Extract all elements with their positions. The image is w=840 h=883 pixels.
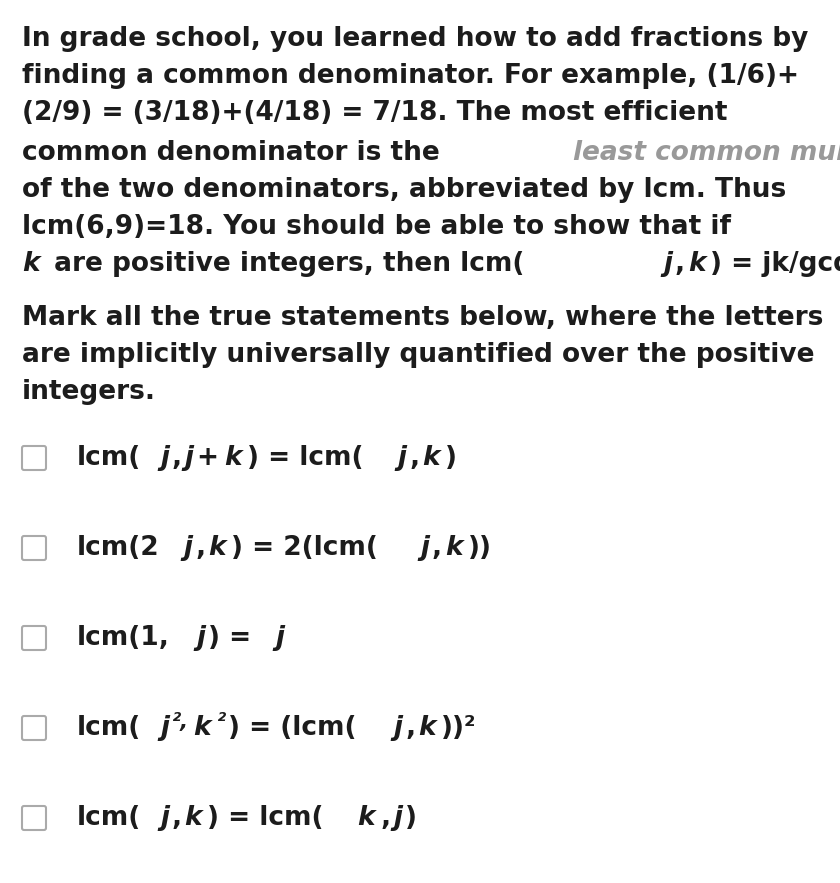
Text: ,: , [405,715,415,741]
Text: lcm(: lcm( [77,715,141,741]
Text: of the two denominators, abbreviated by lcm. Thus: of the two denominators, abbreviated by … [22,177,786,203]
Text: ,: , [380,805,391,831]
Text: lcm(: lcm( [77,445,141,472]
Text: ,: , [409,445,419,472]
Text: are implicitly universally quantified over the positive: are implicitly universally quantified ov… [22,342,815,368]
Text: k: k [418,715,436,741]
Text: j: j [276,625,285,652]
Text: j: j [160,445,169,472]
FancyBboxPatch shape [22,446,46,470]
Text: j: j [393,805,402,831]
Text: j: j [420,535,429,562]
Text: k: k [22,252,39,277]
Text: j: j [160,805,169,831]
FancyBboxPatch shape [22,806,46,830]
Text: ,: , [195,535,205,562]
Text: +: + [197,445,218,472]
Text: j: j [663,252,672,277]
Text: finding a common denominator. For example, (1/6)+: finding a common denominator. For exampl… [22,63,799,89]
Text: k: k [193,715,211,741]
Text: ) =: ) = [208,625,260,652]
Text: j: j [184,535,192,562]
Text: j: j [197,625,206,652]
Text: In grade school, you learned how to add fractions by: In grade school, you learned how to add … [22,26,808,52]
Text: are positive integers, then lcm(: are positive integers, then lcm( [45,252,524,277]
Text: j: j [160,715,169,741]
Text: k: k [423,445,439,472]
Text: j: j [185,445,193,472]
Text: ) = lcm(: ) = lcm( [247,445,364,472]
Text: j: j [397,445,407,472]
FancyBboxPatch shape [22,626,46,650]
Text: ²: ² [216,713,225,732]
Text: (2/9) = (3/18)+(4/18) = 7/18. The most efficient: (2/9) = (3/18)+(4/18) = 7/18. The most e… [22,100,727,126]
Text: lcm(6,9)=18. You should be able to show that if: lcm(6,9)=18. You should be able to show … [22,215,740,240]
Text: k: k [445,535,463,562]
Text: common denominator is the: common denominator is the [22,140,449,166]
Text: lcm(: lcm( [77,805,141,831]
Text: ) = 2(lcm(: ) = 2(lcm( [231,535,378,562]
FancyBboxPatch shape [22,536,46,560]
Text: k: k [185,805,202,831]
Text: )): )) [468,535,491,562]
Text: integers.: integers. [22,379,156,405]
Text: ) = lcm(: ) = lcm( [207,805,323,831]
Text: lcm(1,: lcm(1, [77,625,170,652]
Text: j: j [394,715,402,741]
Text: ): ) [444,445,457,472]
Text: Mark all the true statements below, where the letters: Mark all the true statements below, wher… [22,305,823,331]
Text: least common multiple: least common multiple [573,140,840,166]
Text: k: k [208,535,226,562]
Text: ): ) [405,805,417,831]
Text: ,: , [171,805,181,831]
Text: ) = (lcm(: ) = (lcm( [228,715,356,741]
Text: ,: , [432,535,442,562]
Text: ) = jk/gcd(: ) = jk/gcd( [711,252,840,277]
Text: k: k [224,445,242,472]
Text: lcm(2: lcm(2 [77,535,160,562]
Text: ,: , [171,445,181,472]
Text: k: k [688,252,706,277]
Text: ²,: ², [171,713,188,732]
Text: k: k [358,805,375,831]
FancyBboxPatch shape [22,716,46,740]
Text: ))²: ))² [441,715,476,741]
Text: ,: , [675,252,685,277]
